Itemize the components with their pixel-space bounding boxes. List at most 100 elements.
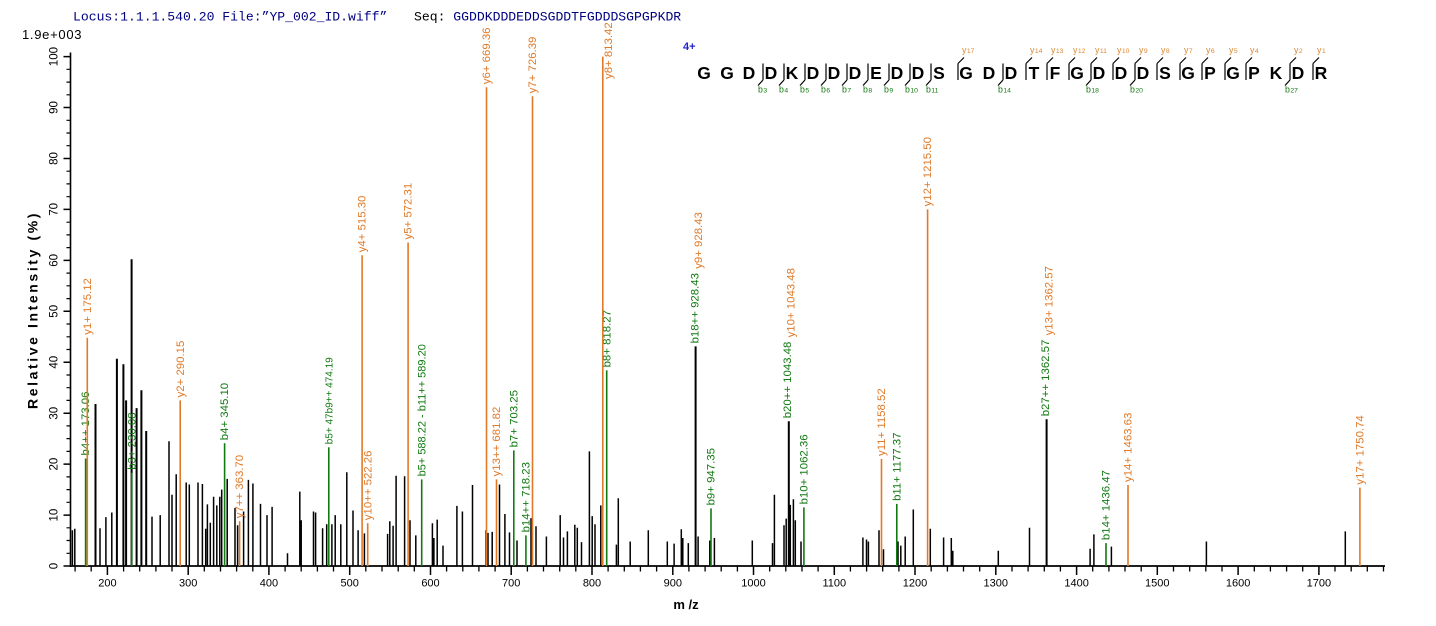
svg-text:E: E — [870, 63, 882, 83]
svg-text:G: G — [1226, 63, 1240, 83]
svg-text:G: G — [1181, 63, 1195, 83]
svg-text:b4+ 345.10: b4+ 345.10 — [219, 383, 231, 440]
svg-text:R: R — [1315, 63, 1328, 83]
svg-text:b18: b18 — [1086, 85, 1099, 95]
svg-text:b5: b5 — [800, 85, 809, 95]
svg-text:b11+ 1177.37: b11+ 1177.37 — [891, 433, 903, 501]
svg-text:K: K — [786, 63, 799, 83]
svg-text:b14++ 718.23: b14++ 718.23 — [521, 462, 533, 532]
svg-text:b5+ 47b9++ 474.19: b5+ 47b9++ 474.19 — [324, 357, 335, 444]
svg-text:y7+ 726.39: y7+ 726.39 — [527, 37, 539, 94]
svg-text:D: D — [807, 63, 820, 83]
svg-text:400: 400 — [260, 578, 278, 590]
svg-text:b8+ 818.27: b8+ 818.27 — [601, 310, 613, 367]
svg-text:b9: b9 — [884, 85, 893, 95]
svg-text:b7+ 703.25: b7+ 703.25 — [508, 390, 520, 447]
svg-text:y9+ 928.43: y9+ 928.43 — [693, 212, 705, 269]
svg-text:200: 200 — [98, 578, 116, 590]
svg-text:b20: b20 — [1130, 85, 1143, 95]
svg-text:y7++ 363.70: y7++ 363.70 — [234, 455, 246, 518]
svg-text:F: F — [1050, 63, 1061, 83]
svg-text:b7: b7 — [842, 85, 851, 95]
svg-text:b8: b8 — [863, 85, 872, 95]
svg-text:b20++ 1043.48: b20++ 1043.48 — [782, 342, 794, 419]
svg-text:y10++ 522.26: y10++ 522.26 — [362, 451, 374, 521]
svg-text:1.9e+003: 1.9e+003 — [22, 27, 82, 42]
svg-text:1100: 1100 — [822, 578, 846, 590]
svg-text:y10: y10 — [1117, 45, 1130, 55]
svg-text:50: 50 — [49, 305, 61, 318]
svg-text:b27++ 1362.57: b27++ 1362.57 — [1040, 340, 1052, 417]
svg-text:100: 100 — [49, 47, 61, 66]
svg-text:900: 900 — [664, 578, 682, 590]
svg-text:y1+ 175.12: y1+ 175.12 — [82, 278, 94, 335]
svg-text:1000: 1000 — [741, 578, 765, 590]
svg-text:T: T — [1029, 63, 1040, 83]
svg-text:D: D — [983, 63, 996, 83]
svg-text:y2: y2 — [1294, 45, 1303, 55]
svg-text:y8: y8 — [1161, 45, 1170, 55]
svg-text:D: D — [828, 63, 841, 83]
svg-text:D: D — [1093, 63, 1106, 83]
svg-text:Seq: GGDDKDDDEDDSGDDTFGDDDSGPG: Seq: GGDDKDDDEDDSGDDTFGDDDSGPGPKDR — [414, 10, 681, 25]
svg-text:1600: 1600 — [1226, 578, 1250, 590]
svg-text:b14: b14 — [998, 85, 1011, 95]
svg-text:S: S — [1159, 63, 1171, 83]
svg-text:1500: 1500 — [1145, 578, 1169, 590]
svg-text:K: K — [1270, 63, 1283, 83]
svg-text:y13+ 1362.57: y13+ 1362.57 — [1043, 266, 1055, 335]
svg-text:300: 300 — [179, 578, 197, 590]
svg-text:b4: b4 — [779, 85, 788, 95]
svg-text:1200: 1200 — [903, 578, 927, 590]
svg-text:y6+ 669.36: y6+ 669.36 — [481, 28, 493, 85]
svg-text:y12+ 1215.50: y12+ 1215.50 — [922, 137, 934, 206]
svg-text:y1: y1 — [1317, 45, 1326, 55]
svg-text:y9: y9 — [1139, 45, 1148, 55]
svg-text:b18++ 928.43: b18++ 928.43 — [689, 273, 701, 343]
svg-text:y12: y12 — [1073, 45, 1086, 55]
svg-text:20: 20 — [49, 458, 61, 471]
svg-text:b9+ 947.35: b9+ 947.35 — [706, 448, 718, 505]
svg-text:40: 40 — [49, 356, 61, 369]
svg-text:b10+ 1062.36: b10+ 1062.36 — [799, 434, 811, 504]
svg-text:D: D — [1005, 63, 1018, 83]
svg-text:y2+ 290.15: y2+ 290.15 — [175, 341, 187, 398]
svg-text:y8+ 813.42: y8+ 813.42 — [603, 22, 615, 79]
svg-text:600: 600 — [421, 578, 439, 590]
svg-text:y4: y4 — [1250, 45, 1259, 55]
svg-text:1700: 1700 — [1307, 578, 1331, 590]
svg-text:G: G — [697, 63, 711, 83]
svg-text:y13: y13 — [1051, 45, 1064, 55]
svg-text:90: 90 — [49, 101, 61, 114]
svg-text:Locus:1.1.1.540.20 File:”YP_00: Locus:1.1.1.540.20 File:”YP_002_ID.wiff” — [73, 10, 387, 25]
svg-text:y5: y5 — [1229, 45, 1238, 55]
svg-text:S: S — [933, 63, 945, 83]
svg-text:y14+ 1463.63: y14+ 1463.63 — [1123, 413, 1135, 482]
svg-text:70: 70 — [49, 203, 61, 216]
svg-text:D: D — [765, 63, 778, 83]
svg-text:D: D — [1292, 63, 1305, 83]
svg-text:D: D — [1115, 63, 1128, 83]
svg-text:b3: b3 — [758, 85, 767, 95]
svg-text:y17: y17 — [962, 45, 975, 55]
svg-text:800: 800 — [583, 578, 601, 590]
svg-text:y11: y11 — [1095, 45, 1107, 55]
svg-text:y6: y6 — [1206, 45, 1215, 55]
svg-text:y11+ 1158.52: y11+ 1158.52 — [876, 388, 888, 456]
svg-text:D: D — [849, 63, 862, 83]
svg-text:b5+ 588.22 - b11++ 589.20: b5+ 588.22 - b11++ 589.20 — [416, 344, 428, 476]
svg-text:P: P — [1248, 63, 1260, 83]
svg-text:80: 80 — [49, 152, 61, 165]
svg-text:m /z: m /z — [673, 597, 699, 612]
svg-text:y10+ 1043.48: y10+ 1043.48 — [786, 268, 798, 337]
svg-text:D: D — [743, 63, 756, 83]
svg-text:700: 700 — [502, 578, 520, 590]
svg-text:y7: y7 — [1184, 45, 1193, 55]
svg-text:y5+ 572.31: y5+ 572.31 — [403, 183, 415, 240]
svg-text:G: G — [720, 63, 734, 83]
svg-text:D: D — [891, 63, 904, 83]
svg-text:30: 30 — [49, 407, 61, 420]
svg-text:500: 500 — [341, 578, 359, 590]
svg-text:b10: b10 — [905, 85, 918, 95]
svg-text:y4+ 515.30: y4+ 515.30 — [357, 196, 369, 253]
